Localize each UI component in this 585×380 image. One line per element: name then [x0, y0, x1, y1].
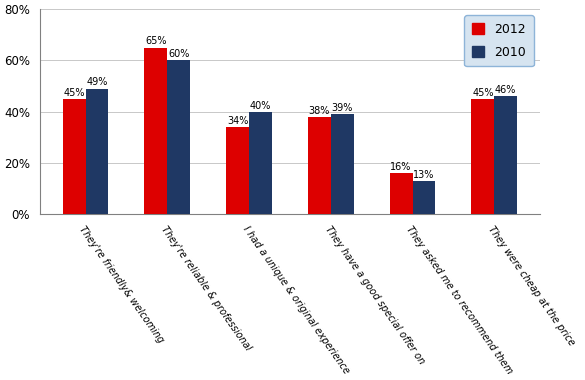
Legend: 2012, 2010: 2012, 2010 [464, 16, 534, 66]
Bar [494, 97, 517, 214]
Text: 39%: 39% [332, 103, 353, 113]
Text: 45%: 45% [63, 88, 85, 98]
Bar [63, 99, 85, 214]
Text: 40%: 40% [250, 101, 271, 111]
Bar [226, 127, 249, 214]
Text: 34%: 34% [227, 116, 248, 126]
Text: 49%: 49% [86, 78, 108, 87]
Bar [331, 114, 354, 214]
Bar [390, 173, 412, 214]
Bar [249, 112, 272, 214]
Text: 46%: 46% [495, 85, 517, 95]
Bar [472, 99, 494, 214]
Bar [308, 117, 331, 214]
Text: 65%: 65% [145, 36, 167, 46]
Text: 13%: 13% [413, 170, 435, 180]
Bar [167, 60, 190, 214]
Bar [144, 48, 167, 214]
Text: 16%: 16% [390, 162, 412, 172]
Text: 38%: 38% [309, 106, 330, 116]
Bar [85, 89, 108, 214]
Text: 60%: 60% [168, 49, 190, 59]
Bar [412, 181, 435, 214]
Text: 45%: 45% [472, 88, 494, 98]
